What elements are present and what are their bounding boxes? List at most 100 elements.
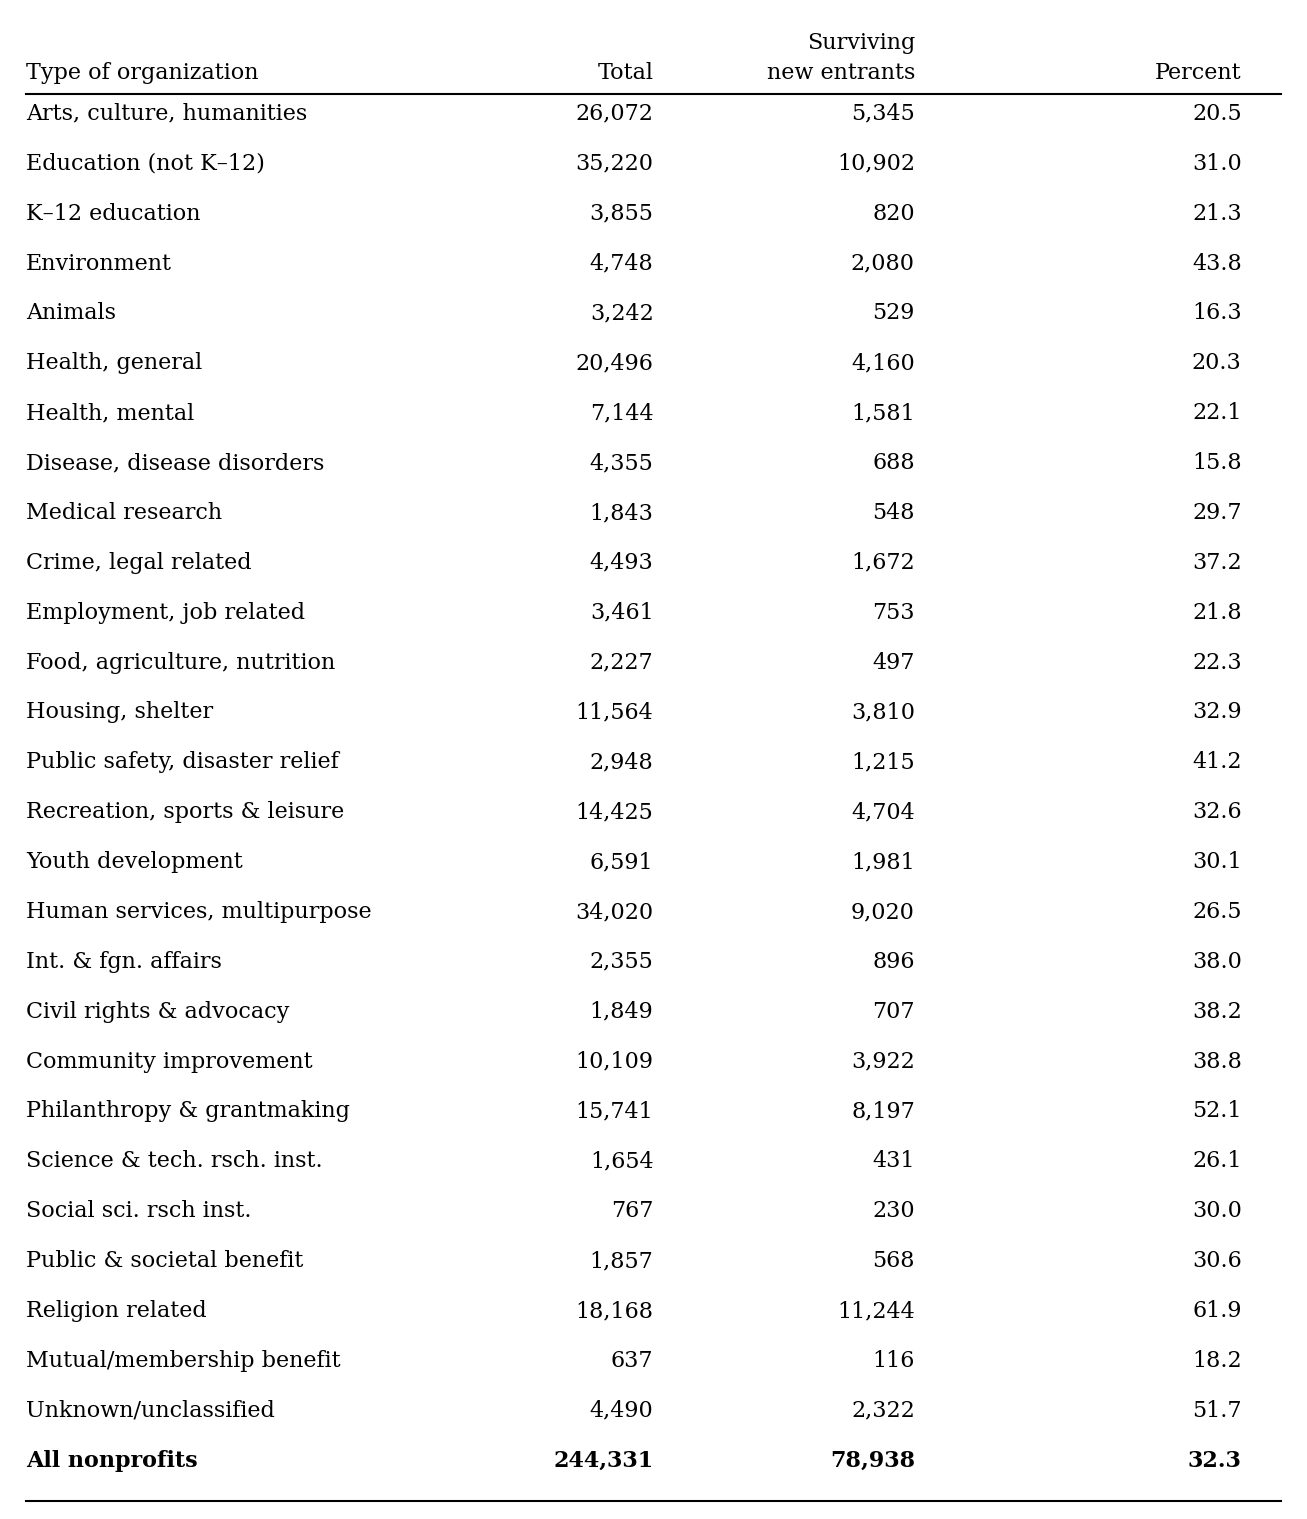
Text: 568: 568 — [872, 1250, 915, 1271]
Text: 20.3: 20.3 — [1192, 352, 1242, 374]
Text: 2,948: 2,948 — [589, 752, 654, 773]
Text: 820: 820 — [872, 202, 915, 225]
Text: 20.5: 20.5 — [1192, 103, 1242, 125]
Text: 61.9: 61.9 — [1192, 1300, 1242, 1322]
Text: 30.1: 30.1 — [1192, 851, 1242, 873]
Text: 4,160: 4,160 — [851, 352, 915, 374]
Text: Social sci. rsch inst.: Social sci. rsch inst. — [26, 1200, 252, 1223]
Text: Public & societal benefit: Public & societal benefit — [26, 1250, 303, 1271]
Text: 22.3: 22.3 — [1192, 652, 1242, 673]
Text: 6,591: 6,591 — [589, 851, 654, 873]
Text: Animals: Animals — [26, 302, 116, 325]
Text: 2,355: 2,355 — [589, 951, 654, 972]
Text: 2,227: 2,227 — [589, 652, 654, 673]
Text: 34,020: 34,020 — [575, 901, 654, 924]
Text: Crime, legal related: Crime, legal related — [26, 551, 252, 574]
Text: 3,810: 3,810 — [851, 702, 915, 723]
Text: 244,331: 244,331 — [553, 1449, 654, 1472]
Text: 767: 767 — [612, 1200, 654, 1223]
Text: 11,564: 11,564 — [576, 702, 654, 723]
Text: Food, agriculture, nutrition: Food, agriculture, nutrition — [26, 652, 336, 673]
Text: 3,922: 3,922 — [851, 1051, 915, 1072]
Text: Community improvement: Community improvement — [26, 1051, 312, 1072]
Text: Civil rights & advocacy: Civil rights & advocacy — [26, 1001, 290, 1022]
Text: 9,020: 9,020 — [851, 901, 915, 924]
Text: 3,461: 3,461 — [589, 602, 654, 624]
Text: Unknown/unclassified: Unknown/unclassified — [26, 1401, 274, 1422]
Text: 10,902: 10,902 — [836, 153, 915, 175]
Text: 43.8: 43.8 — [1192, 252, 1242, 275]
Text: Medical research: Medical research — [26, 501, 222, 524]
Text: Housing, shelter: Housing, shelter — [26, 702, 213, 723]
Text: 2,322: 2,322 — [851, 1401, 915, 1422]
Text: 8,197: 8,197 — [851, 1100, 915, 1123]
Text: 21.8: 21.8 — [1192, 602, 1242, 624]
Text: 116: 116 — [873, 1350, 915, 1372]
Text: 32.9: 32.9 — [1192, 702, 1242, 723]
Text: 38.2: 38.2 — [1192, 1001, 1242, 1022]
Text: Mutual/membership benefit: Mutual/membership benefit — [26, 1350, 341, 1372]
Text: 1,581: 1,581 — [851, 403, 915, 424]
Text: Religion related: Religion related — [26, 1300, 207, 1322]
Text: 32.3: 32.3 — [1188, 1449, 1242, 1472]
Text: 753: 753 — [872, 602, 915, 624]
Text: 10,109: 10,109 — [575, 1051, 654, 1072]
Text: 18.2: 18.2 — [1192, 1350, 1242, 1372]
Text: Disease, disease disorders: Disease, disease disorders — [26, 453, 324, 474]
Text: 3,855: 3,855 — [589, 202, 654, 225]
Text: Youth development: Youth development — [26, 851, 243, 873]
Text: 4,493: 4,493 — [589, 551, 654, 574]
Text: 896: 896 — [872, 951, 915, 972]
Text: 5,345: 5,345 — [851, 103, 915, 125]
Text: Health, mental: Health, mental — [26, 403, 195, 424]
Text: 78,938: 78,938 — [830, 1449, 915, 1472]
Text: 497: 497 — [873, 652, 915, 673]
Text: 548: 548 — [872, 501, 915, 524]
Text: Environment: Environment — [26, 252, 173, 275]
Text: Recreation, sports & leisure: Recreation, sports & leisure — [26, 801, 344, 823]
Text: Total: Total — [597, 62, 654, 84]
Text: 1,857: 1,857 — [589, 1250, 654, 1271]
Text: 26.5: 26.5 — [1192, 901, 1242, 924]
Text: 4,355: 4,355 — [589, 453, 654, 474]
Text: 3,242: 3,242 — [589, 302, 654, 325]
Text: 32.6: 32.6 — [1192, 801, 1242, 823]
Text: Public safety, disaster relief: Public safety, disaster relief — [26, 752, 339, 773]
Text: 1,843: 1,843 — [589, 501, 654, 524]
Text: 1,849: 1,849 — [589, 1001, 654, 1022]
Text: 2,080: 2,080 — [851, 252, 915, 275]
Text: Employment, job related: Employment, job related — [26, 602, 306, 624]
Text: 52.1: 52.1 — [1192, 1100, 1242, 1123]
Text: Type of organization: Type of organization — [26, 62, 259, 84]
Text: 431: 431 — [872, 1150, 915, 1173]
Text: Int. & fgn. affairs: Int. & fgn. affairs — [26, 951, 222, 972]
Text: Health, general: Health, general — [26, 352, 203, 374]
Text: Education (not K–12): Education (not K–12) — [26, 153, 265, 175]
Text: 21.3: 21.3 — [1192, 202, 1242, 225]
Text: Surviving: Surviving — [806, 32, 915, 53]
Text: 26,072: 26,072 — [575, 103, 654, 125]
Text: Science & tech. rsch. inst.: Science & tech. rsch. inst. — [26, 1150, 323, 1173]
Text: 16.3: 16.3 — [1192, 302, 1242, 325]
Text: 51.7: 51.7 — [1192, 1401, 1242, 1422]
Text: 230: 230 — [872, 1200, 915, 1223]
Text: 41.2: 41.2 — [1192, 752, 1242, 773]
Text: 1,654: 1,654 — [589, 1150, 654, 1173]
Text: 7,144: 7,144 — [589, 403, 654, 424]
Text: 4,490: 4,490 — [589, 1401, 654, 1422]
Text: 1,215: 1,215 — [851, 752, 915, 773]
Text: 1,981: 1,981 — [851, 851, 915, 873]
Text: 30.6: 30.6 — [1192, 1250, 1242, 1271]
Text: All nonprofits: All nonprofits — [26, 1449, 197, 1472]
Text: 4,748: 4,748 — [589, 252, 654, 275]
Text: Percent: Percent — [1155, 62, 1242, 84]
Text: 35,220: 35,220 — [575, 153, 654, 175]
Text: Arts, culture, humanities: Arts, culture, humanities — [26, 103, 307, 125]
Text: 20,496: 20,496 — [575, 352, 654, 374]
Text: 14,425: 14,425 — [576, 801, 654, 823]
Text: 15.8: 15.8 — [1192, 453, 1242, 474]
Text: 38.8: 38.8 — [1192, 1051, 1242, 1072]
Text: 688: 688 — [872, 453, 915, 474]
Text: 37.2: 37.2 — [1192, 551, 1242, 574]
Text: 18,168: 18,168 — [575, 1300, 654, 1322]
